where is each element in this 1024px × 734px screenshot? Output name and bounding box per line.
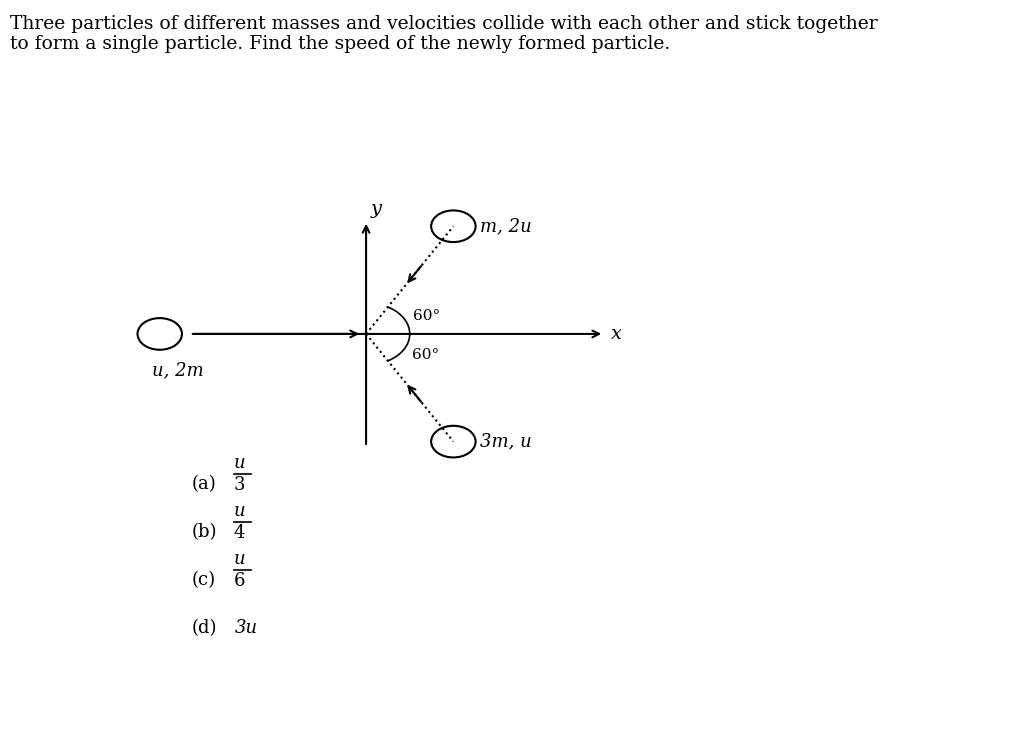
Text: (c): (c) [191, 571, 216, 589]
Text: u: u [233, 503, 245, 520]
Text: (d): (d) [191, 619, 217, 637]
Text: 60°: 60° [414, 308, 440, 322]
Text: u, 2m: u, 2m [152, 361, 204, 379]
Text: 60°: 60° [412, 348, 439, 362]
Text: m, 2u: m, 2u [479, 217, 531, 236]
Text: y: y [371, 200, 382, 218]
Text: (a): (a) [191, 475, 216, 493]
Text: u: u [233, 454, 245, 473]
Text: 3m, u: 3m, u [479, 432, 531, 451]
Text: 4: 4 [233, 524, 245, 542]
Text: u: u [233, 550, 245, 569]
Text: x: x [610, 325, 622, 343]
Text: (b): (b) [191, 523, 217, 541]
Text: 3u: 3u [236, 619, 258, 637]
Text: 3: 3 [233, 476, 245, 495]
Text: Three particles of different masses and velocities collide with each other and s: Three particles of different masses and … [10, 15, 878, 54]
Text: 6: 6 [233, 573, 245, 590]
